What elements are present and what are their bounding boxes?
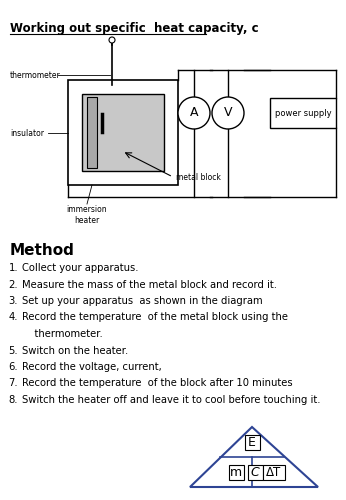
Text: 2.: 2.	[8, 280, 18, 289]
Text: Record the voltage, current,: Record the voltage, current,	[22, 362, 162, 372]
Circle shape	[109, 37, 115, 43]
Text: metal block: metal block	[176, 172, 221, 182]
Text: thermometer: thermometer	[10, 70, 61, 80]
Circle shape	[212, 97, 244, 129]
Text: 8.: 8.	[9, 395, 18, 405]
Text: 4.: 4.	[9, 312, 18, 322]
Text: V: V	[224, 106, 232, 120]
Text: Switch the heater off and leave it to cool before touching it.: Switch the heater off and leave it to co…	[22, 395, 320, 405]
Circle shape	[178, 97, 210, 129]
Polygon shape	[190, 427, 318, 487]
Text: 7.: 7.	[8, 378, 18, 388]
Bar	[68, 80, 178, 185]
Text: Record the temperature  of the metal block using the: Record the temperature of the metal bloc…	[22, 312, 288, 322]
Text: C: C	[251, 466, 260, 478]
Bar	[263, 464, 285, 479]
Text: Switch on the heater.: Switch on the heater.	[22, 346, 128, 356]
Bar	[248, 464, 263, 479]
Bar	[245, 434, 260, 450]
Text: A: A	[190, 106, 198, 120]
Text: 5.: 5.	[8, 346, 18, 356]
Text: Method: Method	[10, 243, 75, 258]
Bar	[270, 98, 336, 128]
Text: Measure the mass of the metal block and record it.: Measure the mass of the metal block and …	[22, 280, 277, 289]
Bar	[228, 464, 244, 479]
Bar	[82, 94, 164, 171]
Text: ΔT: ΔT	[266, 466, 281, 478]
Text: Record the temperature  of the block after 10 minutes: Record the temperature of the block afte…	[22, 378, 293, 388]
Text: 1.: 1.	[8, 263, 18, 273]
Text: E: E	[248, 436, 256, 448]
Text: Set up your apparatus  as shown in the diagram: Set up your apparatus as shown in the di…	[22, 296, 263, 306]
Text: power supply: power supply	[275, 108, 331, 118]
Bar	[87, 97, 97, 168]
Text: m: m	[230, 466, 242, 478]
Text: 6.: 6.	[8, 362, 18, 372]
Text: Working out specific  heat capacity, c: Working out specific heat capacity, c	[10, 22, 258, 35]
Text: 3.: 3.	[9, 296, 18, 306]
Text: thermometer.: thermometer.	[22, 329, 103, 339]
Text: Collect your apparatus.: Collect your apparatus.	[22, 263, 138, 273]
Text: insulator: insulator	[10, 128, 44, 138]
Text: immersion
heater: immersion heater	[67, 205, 107, 225]
